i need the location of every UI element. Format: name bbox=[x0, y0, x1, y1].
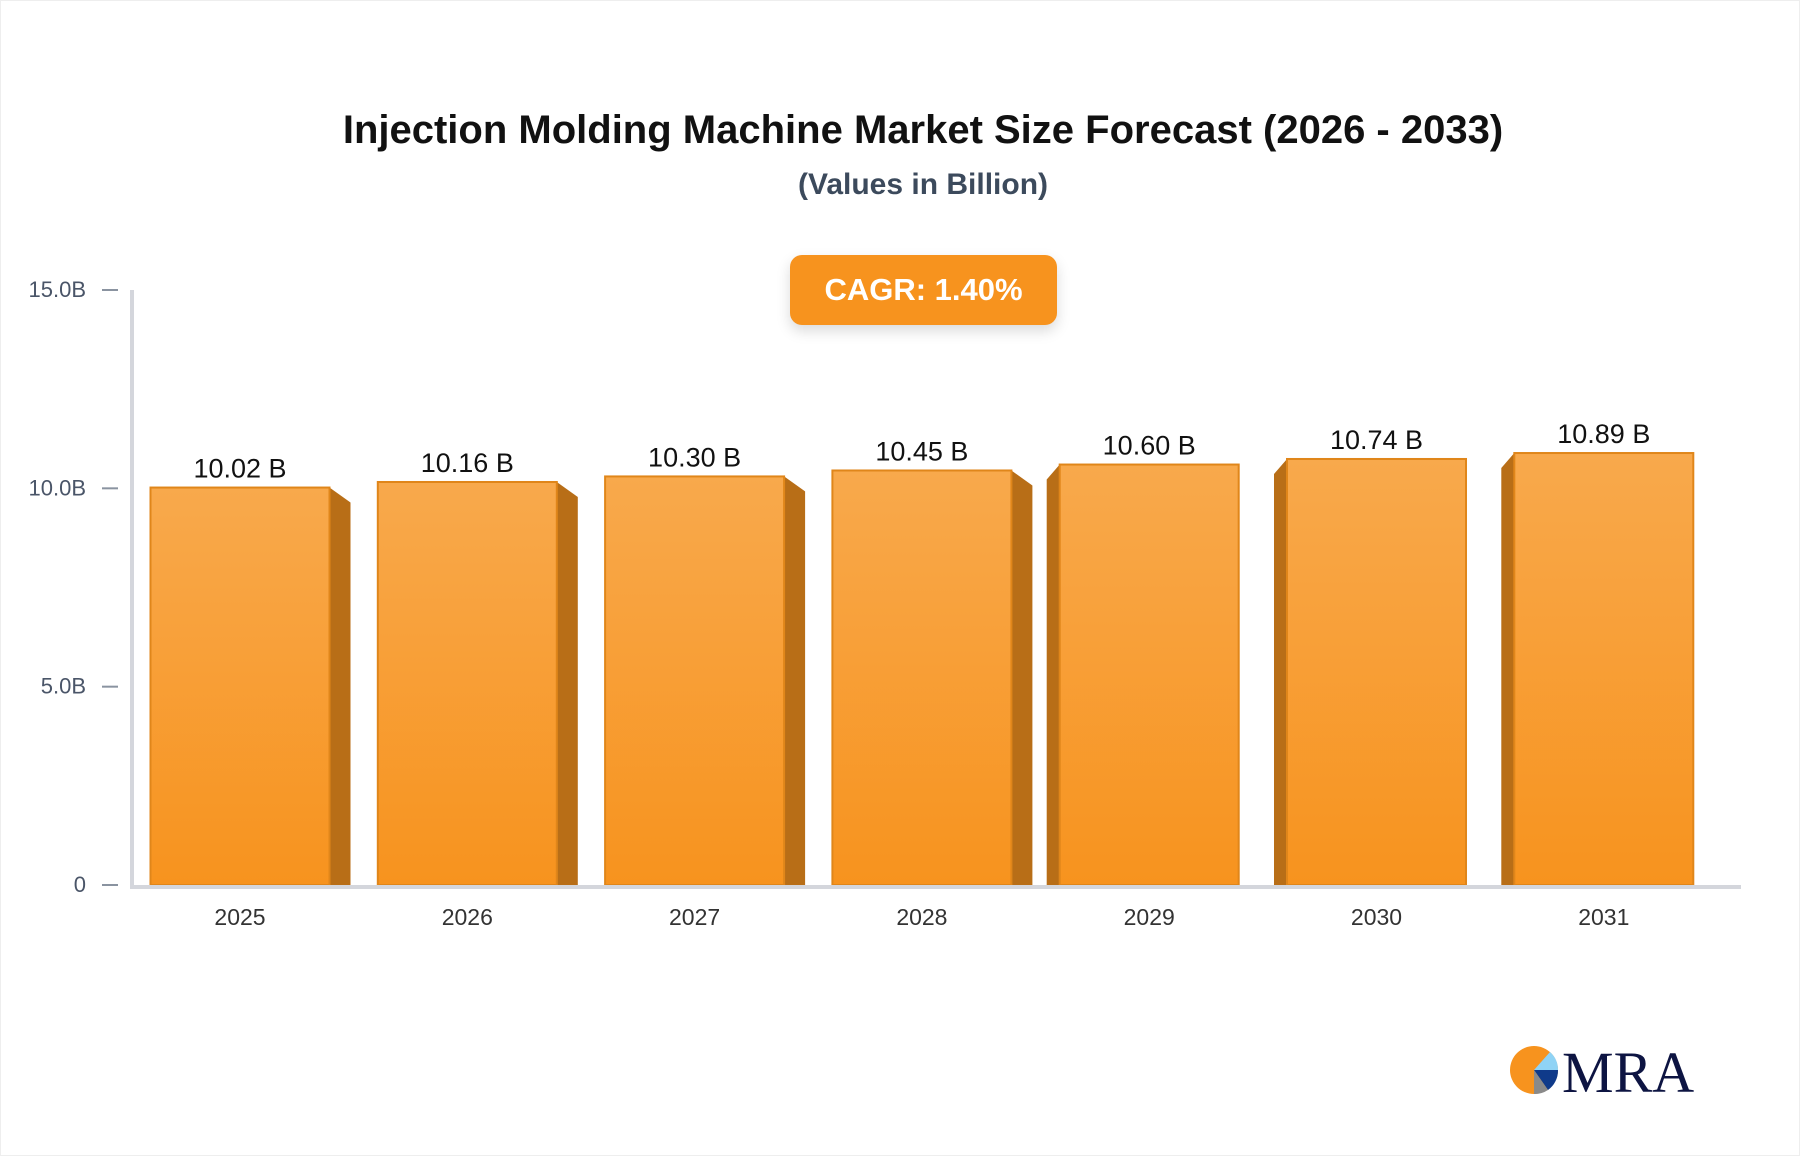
bar bbox=[149, 486, 331, 886]
y-tick-label: 5.0B bbox=[41, 674, 86, 699]
x-tick-label: 2025 bbox=[214, 904, 265, 930]
bar bbox=[831, 469, 1013, 886]
bar bbox=[376, 480, 558, 886]
bar-side bbox=[329, 487, 351, 885]
bar-side bbox=[1501, 453, 1515, 885]
x-tick-label: 2030 bbox=[1351, 904, 1402, 930]
mra-logo: MRA bbox=[1510, 1040, 1694, 1100]
data-label: 10.30 B bbox=[648, 442, 741, 472]
bar bbox=[1513, 452, 1695, 886]
bar bbox=[604, 475, 786, 886]
x-tick-label: 2028 bbox=[896, 904, 947, 930]
data-label: 10.74 B bbox=[1330, 425, 1423, 455]
bar-side bbox=[556, 481, 578, 885]
bar bbox=[1058, 463, 1240, 886]
data-label: 10.02 B bbox=[193, 454, 286, 484]
chart-title: Injection Molding Machine Market Size Fo… bbox=[342, 108, 1504, 152]
bar-side bbox=[1011, 470, 1033, 885]
x-tick-label: 2029 bbox=[1124, 904, 1175, 930]
bar-side bbox=[1274, 458, 1287, 885]
data-label: 10.60 B bbox=[1103, 431, 1196, 461]
y-tick-label: 15.0B bbox=[29, 277, 87, 302]
x-tick-label: 2031 bbox=[1578, 904, 1629, 930]
data-label: 10.89 B bbox=[1557, 419, 1650, 449]
y-tick-label: 0 bbox=[74, 872, 86, 897]
x-tick-label: 2027 bbox=[669, 904, 720, 930]
x-tick-label: 2026 bbox=[442, 904, 493, 930]
bar bbox=[1286, 457, 1467, 886]
bar-side bbox=[1046, 464, 1060, 885]
data-label: 10.45 B bbox=[875, 436, 968, 466]
cagr-badge: CAGR: 1.40% bbox=[790, 255, 1057, 325]
data-label: 10.16 B bbox=[421, 448, 514, 478]
bar-side bbox=[784, 476, 806, 885]
y-tick-label: 10.0B bbox=[29, 475, 87, 500]
logo-text: MRA bbox=[1562, 1040, 1694, 1100]
chart-subtitle: (Values in Billion) bbox=[797, 168, 1049, 201]
